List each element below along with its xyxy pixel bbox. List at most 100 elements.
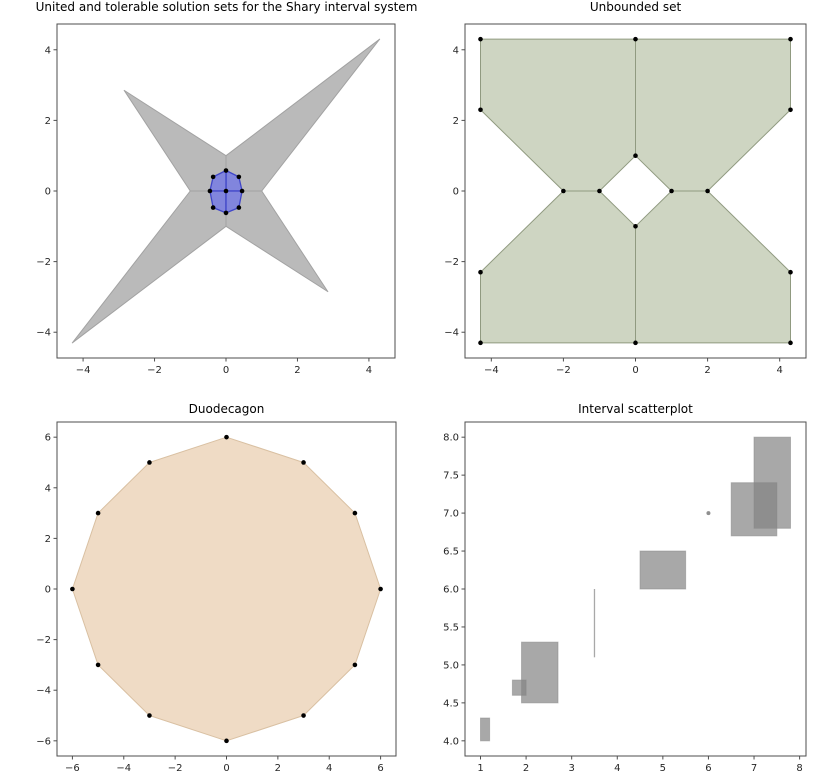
y-tick-label: −2 xyxy=(36,635,51,646)
y-tick-label: 4 xyxy=(45,45,51,56)
vertex-dot xyxy=(669,188,674,194)
y-tick-label: 2 xyxy=(45,116,51,127)
vertex-dot xyxy=(223,188,229,194)
vertex-dot xyxy=(788,269,793,275)
x-tick-label: 8 xyxy=(796,763,802,774)
y-tick-label: 5.5 xyxy=(443,622,459,633)
x-tick-label: 0 xyxy=(223,365,229,376)
vertex-dot xyxy=(788,107,793,113)
vertex-dot xyxy=(788,340,793,346)
plot-title-unbounded-set: Unbounded set xyxy=(589,0,682,14)
subplot-united-tolerable: −4 −2 0 2 4 −4 −2 0 2 4 xyxy=(36,23,396,376)
x-tick-label: 3 xyxy=(568,763,574,774)
vertex-dot xyxy=(70,586,75,592)
interval-box-7 xyxy=(753,436,792,529)
y-tick-label: 4 xyxy=(45,483,51,494)
subplot-duodecagon: −6 −4 −2 0 2 4 6 −6 −4 −2 0 2 4 6 xyxy=(36,421,397,774)
x-tick-label: 7 xyxy=(751,763,757,774)
vertex-dot xyxy=(236,174,242,180)
y-tick-label: −2 xyxy=(36,257,51,268)
x-tick-label: 4 xyxy=(776,365,782,376)
vertex-dot xyxy=(478,107,483,113)
vertex-dot xyxy=(597,188,602,194)
x-tick-label: 1 xyxy=(477,763,483,774)
vertex-dot xyxy=(378,586,383,592)
y-tick-label: −2 xyxy=(444,257,459,268)
y-tick-label: 2 xyxy=(453,116,459,127)
vertex-dot xyxy=(210,205,216,210)
x-tick-label: 2 xyxy=(704,365,710,376)
y-tick-label: 4.5 xyxy=(443,698,459,709)
vertex-dot xyxy=(478,36,483,42)
interval-box-4 xyxy=(639,550,687,590)
vertex-dot xyxy=(788,36,793,42)
vertex-dot xyxy=(224,738,229,744)
x-tick-label: 6 xyxy=(377,763,383,774)
interval-box-0 xyxy=(480,717,491,742)
subplot-interval-scatterplot: 1 2 3 4 5 6 7 8 4.0 4.5 5.0 5.5 6.0 6.5 7.0 7.5 8.0 xyxy=(443,421,807,774)
vertex-dot xyxy=(352,510,358,516)
interval-box-2 xyxy=(521,641,559,704)
y-tick-label: −6 xyxy=(36,736,51,747)
x-tick-label: −2 xyxy=(556,365,571,376)
x-tick-label: 2 xyxy=(294,365,300,376)
y-tick-label: 0 xyxy=(45,187,51,198)
x-tick-label: 4 xyxy=(366,365,372,376)
plot-title-united-tolerable: United and tolerable solution sets for t… xyxy=(35,0,418,14)
vertex-dot xyxy=(210,174,216,180)
interval-point-5 xyxy=(706,511,711,516)
vertex-dot xyxy=(239,188,245,194)
vertex-dot xyxy=(561,188,566,194)
x-tick-label: −6 xyxy=(65,763,80,774)
vertex-dot xyxy=(147,713,152,718)
y-tick-label: 5.0 xyxy=(443,660,459,671)
vertex-dot xyxy=(207,188,213,194)
y-tick-label: 6 xyxy=(45,433,51,444)
vertex-dot xyxy=(95,510,101,516)
x-tick-label: −4 xyxy=(116,763,131,774)
x-tick-label: 2 xyxy=(523,763,529,774)
y-tick-label: 7.5 xyxy=(443,471,459,482)
y-tick-label: 0 xyxy=(45,585,51,596)
vertex-dot xyxy=(352,662,358,668)
vertex-dot xyxy=(633,36,638,42)
plot-title-interval-scatterplot: Interval scatterplot xyxy=(578,402,693,416)
vertex-dot xyxy=(147,460,152,465)
y-tick-label: 8.0 xyxy=(443,433,459,444)
x-tick-label: −4 xyxy=(484,365,499,376)
vertex-dot xyxy=(633,340,638,346)
x-tick-label: −2 xyxy=(147,365,162,376)
vertex-dot xyxy=(633,224,638,229)
vertex-dot xyxy=(236,205,242,210)
y-tick-label: −4 xyxy=(36,686,51,697)
y-tick-label: −4 xyxy=(36,328,51,339)
vertex-dot xyxy=(478,340,483,346)
x-tick-label: 5 xyxy=(660,763,666,774)
vertex-dot xyxy=(478,269,483,275)
x-tick-label: 0 xyxy=(632,365,638,376)
y-tick-label: −4 xyxy=(444,328,459,339)
vertex-dot xyxy=(633,153,638,158)
y-tick-label: 4 xyxy=(453,45,459,56)
x-tick-label: −4 xyxy=(76,365,91,376)
vertex-dot xyxy=(224,434,229,440)
y-tick-label: 6.0 xyxy=(443,585,459,596)
y-tick-label: 2 xyxy=(45,534,51,545)
plot-title-duodecagon: Duodecagon xyxy=(188,402,265,416)
x-tick-label: 0 xyxy=(223,763,229,774)
vertex-dot xyxy=(223,168,229,173)
vertex-dot xyxy=(301,460,306,465)
x-tick-label: 4 xyxy=(326,763,332,774)
vertex-dot xyxy=(705,188,710,194)
y-tick-label: 0 xyxy=(453,187,459,198)
y-tick-label: 7.0 xyxy=(443,509,459,520)
x-tick-label: 4 xyxy=(614,763,620,774)
y-tick-label: 4.0 xyxy=(443,736,459,747)
y-tick-label: 6.5 xyxy=(443,547,459,558)
vertex-dot xyxy=(223,210,229,216)
vertex-dot xyxy=(301,713,306,718)
x-tick-label: −2 xyxy=(168,763,183,774)
x-tick-label: 2 xyxy=(275,763,281,774)
